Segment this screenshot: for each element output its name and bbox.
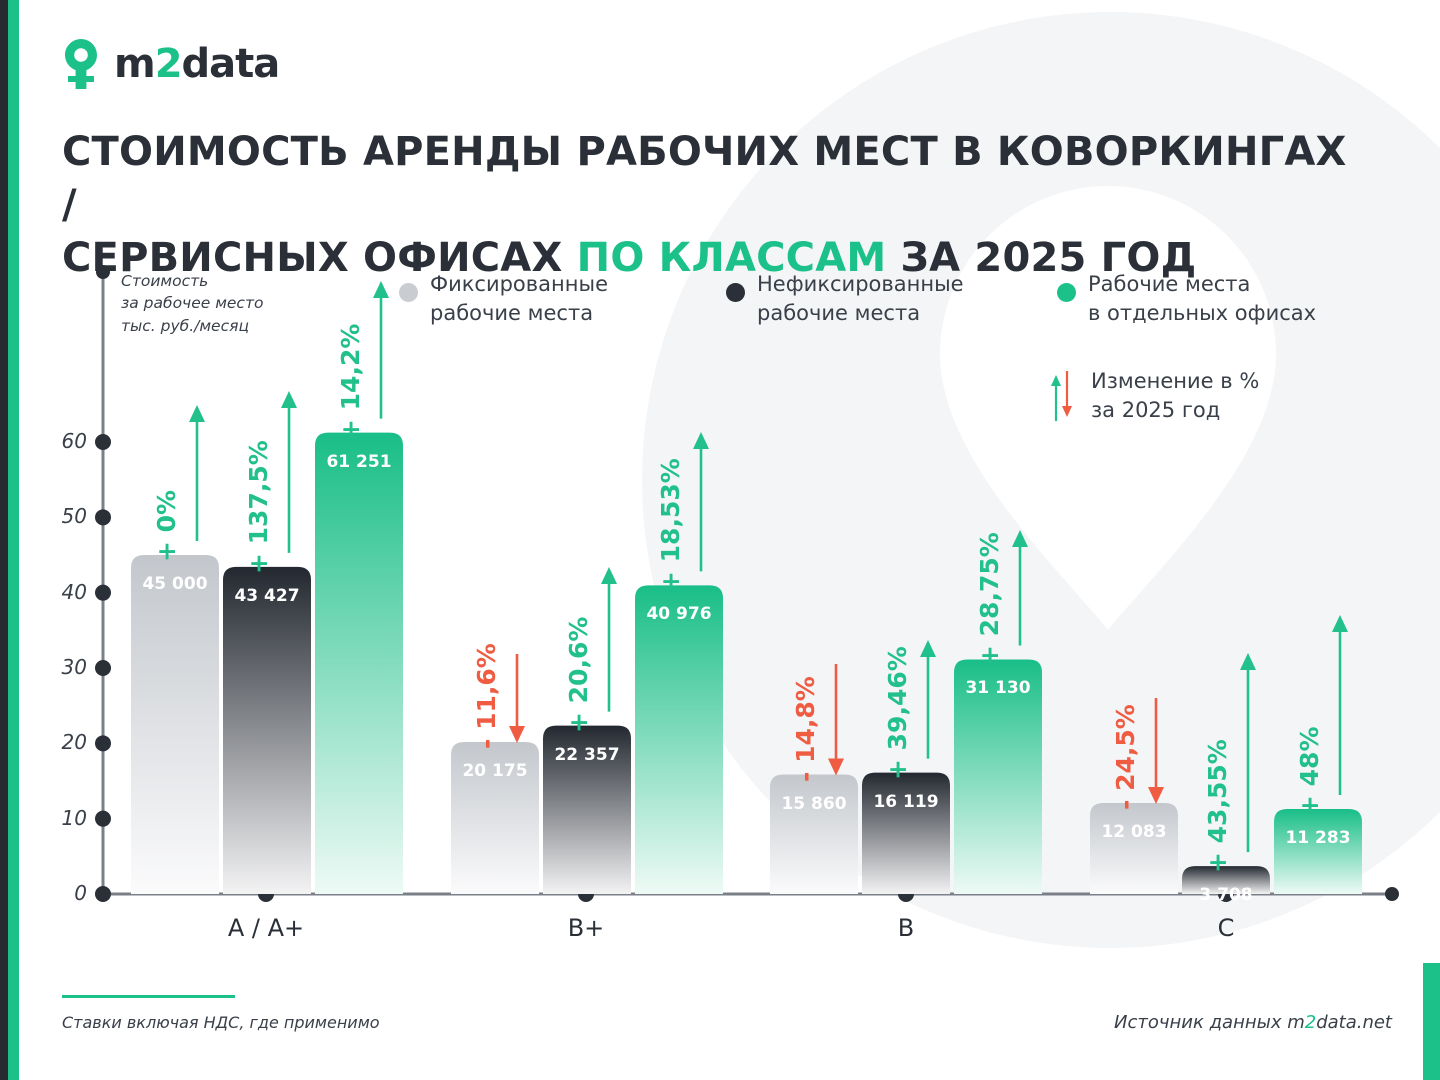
y-axis-caption: Стоимость за рабочее место тыс. руб./мес… xyxy=(121,272,264,335)
arrow-head-icon xyxy=(189,405,205,422)
y-axis-tick: 30 xyxy=(61,655,87,679)
bar-value-label: 40 976 xyxy=(646,604,712,625)
bar[interactable] xyxy=(543,725,631,894)
footer-source-prefix: Источник данных m xyxy=(1114,1012,1305,1033)
bar-value-label: 11 283 xyxy=(1285,828,1351,848)
left-edge-dark-stripe xyxy=(0,0,8,1080)
bar[interactable] xyxy=(131,555,219,894)
change-percent-label: + 48% xyxy=(1295,726,1324,817)
bar-value-label: 43 427 xyxy=(234,585,300,606)
bar-value-label: 15 860 xyxy=(781,793,847,814)
x-axis-category-label: C xyxy=(1217,914,1235,942)
legend-item-private-offices[interactable]: Рабочие места в отдельных офисах xyxy=(1057,270,1316,328)
bar-value-label: 22 357 xyxy=(554,744,620,765)
change-percent-label: + 137,5% xyxy=(244,440,273,574)
y-axis-tick: 0 xyxy=(74,881,87,905)
footer-source-suffix: data.net xyxy=(1316,1012,1392,1033)
x-axis-category-label: B+ xyxy=(567,914,605,942)
bar[interactable] xyxy=(862,772,950,894)
arrow-head-icon xyxy=(1240,653,1256,670)
arrow-head-icon xyxy=(601,567,617,584)
arrow-head-icon xyxy=(828,758,844,776)
legend-label-fixed-desks: Фиксированные рабочие места xyxy=(430,272,608,325)
arrow-head-icon xyxy=(1148,786,1164,804)
legend-item-fixed-desks[interactable]: Фиксированные рабочие места xyxy=(399,270,608,328)
bar-value-label: 3 708 xyxy=(1199,885,1253,906)
arrow-head-icon xyxy=(373,281,389,298)
title-line-2-prefix: СЕРВИСНЫХ ОФИСАХ xyxy=(62,234,577,281)
page-title: СТОИМОСТЬ АРЕНДЫ РАБОЧИХ МЕСТ В КОВОРКИН… xyxy=(62,126,1352,284)
change-percent-label: + 28,75% xyxy=(975,532,1004,667)
bar-value-label: 16 119 xyxy=(873,791,939,812)
logo-text-m: m xyxy=(114,41,156,87)
bar[interactable] xyxy=(451,742,539,894)
bar[interactable] xyxy=(770,774,858,894)
y-axis-tick: 10 xyxy=(61,805,87,830)
legend-label-change: Изменение в % за 2025 год xyxy=(1091,369,1260,422)
footer-source-2: 2 xyxy=(1304,1012,1317,1033)
location-pin-icon xyxy=(65,39,97,89)
title-line-2-suffix: ЗА 2025 ГОД xyxy=(886,234,1197,281)
legend-item-flex-desks[interactable]: Нефиксированные рабочие места xyxy=(726,270,964,328)
bar[interactable] xyxy=(1090,802,1178,894)
change-percent-label: - 24,5% xyxy=(1111,704,1140,810)
legend-label-private-offices: Рабочие места в отдельных офисах xyxy=(1088,272,1317,325)
change-percent-label: - 14,8% xyxy=(791,675,820,782)
bar-value-label: 45 000 xyxy=(142,574,208,594)
bar-value-label: 61 251 xyxy=(326,451,392,472)
bar[interactable] xyxy=(635,585,723,894)
bar[interactable] xyxy=(223,566,311,894)
up-down-arrows-icon xyxy=(1051,371,1072,421)
y-axis-tick: 20 xyxy=(61,730,87,755)
bar[interactable] xyxy=(1182,866,1270,894)
right-edge-green-accent xyxy=(1423,963,1440,1080)
logo-text-data: data xyxy=(181,41,281,87)
title-highlight: ПО КЛАССАМ xyxy=(576,234,887,281)
change-percent-label: + 20,6% xyxy=(564,616,593,733)
change-percent-label: + 39,46% xyxy=(883,645,912,780)
arrow-head-icon xyxy=(509,726,525,744)
bar-value-label: 12 083 xyxy=(1101,821,1167,842)
change-percent-label: - 11,6% xyxy=(472,643,501,749)
change-percent-label: + 14,2% xyxy=(336,323,365,440)
brand-logo-text: m2data xyxy=(114,41,281,87)
change-percent-label: + 0% xyxy=(152,489,181,562)
change-percent-label: + 43,55% xyxy=(1203,739,1232,874)
bar[interactable] xyxy=(315,432,403,894)
legend-dot-fixed-desks xyxy=(399,283,418,302)
logo-text-2: 2 xyxy=(154,41,183,87)
arrow-head-icon xyxy=(920,640,936,657)
arrow-head-icon xyxy=(1012,530,1028,547)
footer-divider xyxy=(62,995,235,998)
brand-logo[interactable]: m2data xyxy=(62,38,281,90)
legend-dot-private-offices xyxy=(1057,283,1076,302)
legend-dot-flex-desks xyxy=(726,283,745,302)
bar-value-label: 20 175 xyxy=(462,761,528,781)
arrow-head-icon xyxy=(281,391,297,408)
bar-value-label: 31 130 xyxy=(965,678,1031,699)
footer-source: Источник данных m2data.net xyxy=(1114,1012,1392,1033)
bar[interactable] xyxy=(954,659,1042,894)
legend-label-flex-desks: Нефиксированные рабочие места xyxy=(757,272,964,325)
arrow-head-icon xyxy=(1332,615,1348,632)
arrow-head-icon xyxy=(693,432,709,449)
y-axis-tick: 50 xyxy=(61,504,87,529)
bar[interactable] xyxy=(1274,809,1362,894)
change-percent-label: + 18,53% xyxy=(656,458,685,593)
footer-note: Ставки включая НДС, где применимо xyxy=(62,1013,380,1032)
title-line-1: СТОИМОСТЬ АРЕНДЫ РАБОЧИХ МЕСТ В КОВОРКИН… xyxy=(62,129,1347,228)
legend-item-change: Изменение в % за 2025 год xyxy=(1047,367,1259,425)
x-axis-category-label: B xyxy=(897,914,915,942)
y-axis-tick: 60 xyxy=(61,429,87,453)
x-axis-category-label: A / A+ xyxy=(227,914,305,942)
y-axis-tick: 40 xyxy=(61,579,87,604)
left-edge-green-stripe xyxy=(8,0,19,1080)
